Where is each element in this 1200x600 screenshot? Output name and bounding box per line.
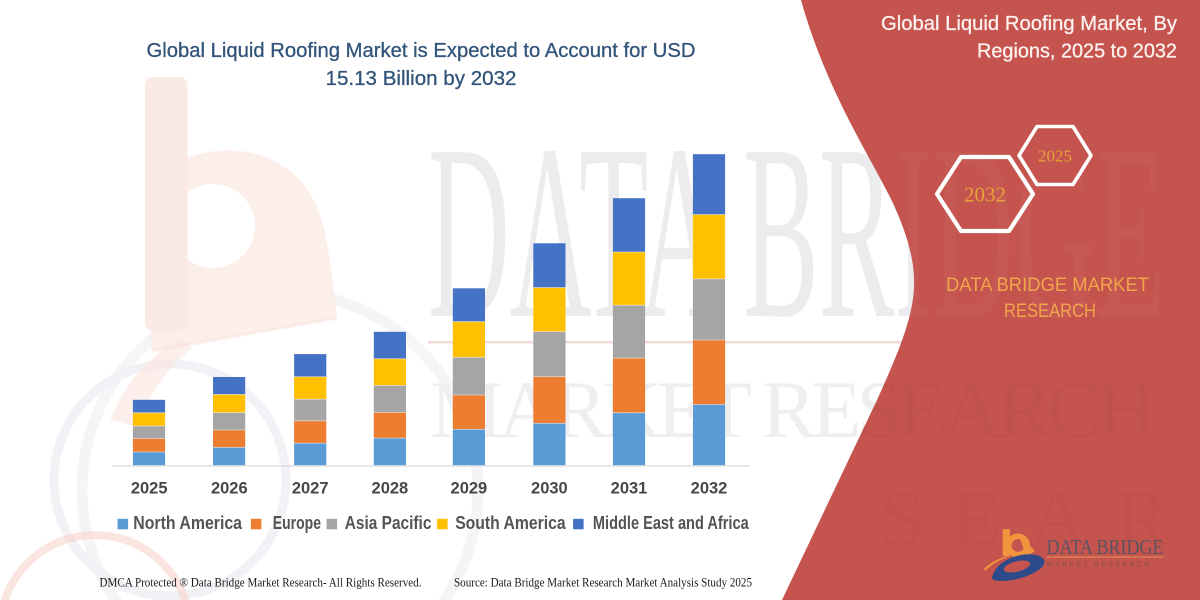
svg-text:DATA BRIDGE: DATA BRIDGE: [1047, 535, 1164, 559]
svg-text:DMCA Protected ® Data Bridge M: DMCA Protected ® Data Bridge Market Rese…: [100, 576, 422, 590]
svg-text:DATA BRIDGE MARKET: DATA BRIDGE MARKET: [946, 275, 1149, 296]
svg-text:2025: 2025: [131, 480, 168, 498]
svg-text:Global Liquid Roofing Market,: Global Liquid Roofing Market, By: [881, 12, 1178, 35]
svg-text:2032: 2032: [691, 480, 728, 498]
svg-text:Asia Pacific: Asia Pacific: [345, 513, 432, 533]
svg-text:2028: 2028: [372, 480, 409, 498]
svg-text:MARKET RESEARCH: MARKET RESEARCH: [1047, 562, 1152, 569]
svg-text:RESEARCH: RESEARCH: [1004, 301, 1096, 322]
svg-text:Regions, 2025 to 2032: Regions, 2025 to 2032: [977, 40, 1177, 63]
svg-text:Source: Data Bridge Market Res: Source: Data Bridge Market Research Mark…: [454, 576, 752, 590]
svg-text:2030: 2030: [531, 480, 568, 498]
svg-text:North America: North America: [133, 513, 243, 533]
svg-text:2027: 2027: [292, 480, 329, 498]
svg-text:Middle East and Africa: Middle East and Africa: [593, 513, 750, 533]
svg-text:2032: 2032: [964, 183, 1006, 207]
svg-text:South America: South America: [455, 513, 566, 533]
svg-text:Europe: Europe: [273, 513, 321, 533]
svg-text:Global Liquid Roofing Market i: Global Liquid Roofing Market is Expected…: [147, 39, 696, 62]
svg-text:2031: 2031: [611, 480, 648, 498]
svg-text:2025: 2025: [1038, 147, 1072, 166]
svg-text:2029: 2029: [451, 480, 488, 498]
svg-text:2026: 2026: [211, 480, 248, 498]
svg-text:15.13 Billion by 2032: 15.13 Billion by 2032: [326, 67, 517, 90]
